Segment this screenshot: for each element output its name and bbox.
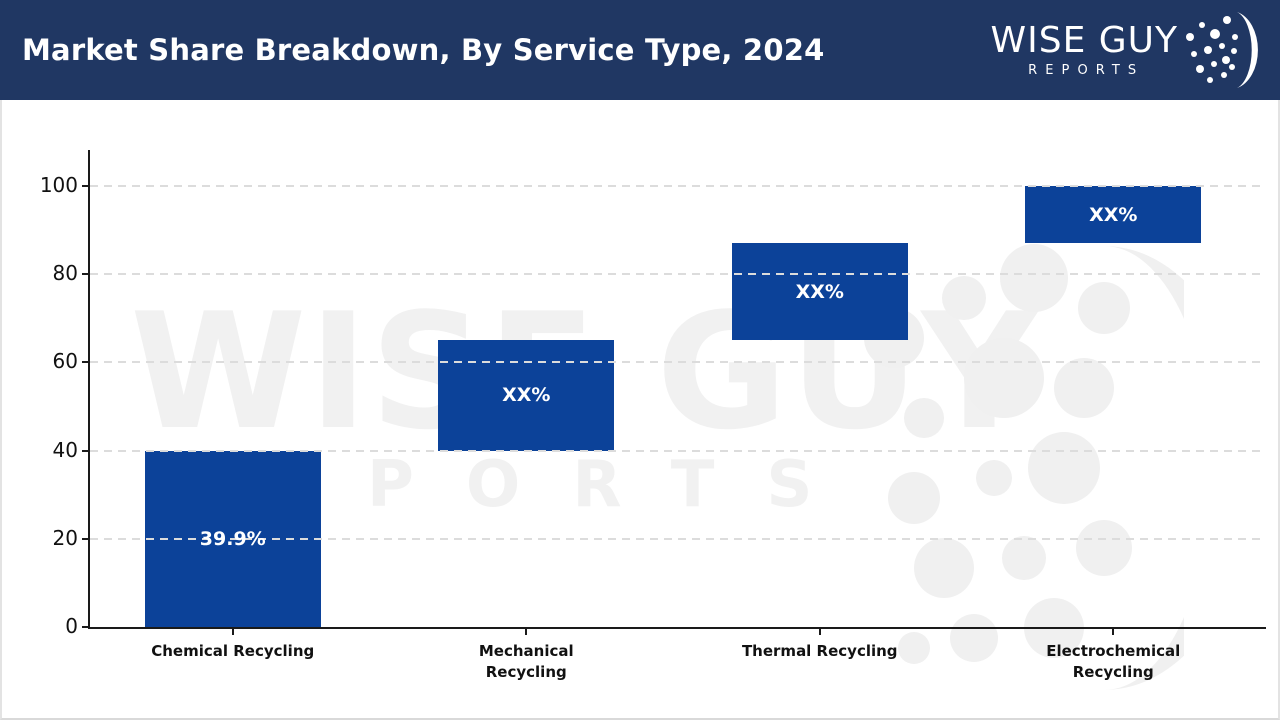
bar-4 [1025,186,1202,244]
y-tick-0 [82,626,90,628]
gridline-60 [90,361,1264,364]
x-category-label-3: Thermal Recycling [741,642,898,660]
logo-name: WISE GUY [990,19,1178,61]
gridline-80 [90,273,1264,276]
x-category-label-4: Electrochemical Recycling [1046,642,1181,681]
x-category-label-1: Chemical Recycling [151,642,315,660]
bar-3 [731,243,908,341]
gridline-100 [90,185,1264,187]
x-tick-3 [818,627,821,635]
y-tick-label-40: 40 [52,437,78,462]
y-tick-60 [82,361,90,364]
gridline-20 [90,537,1264,540]
header-bar: Market Share Breakdown, By Service Type,… [0,0,1280,100]
x-category-label-2: Mechanical Recycling [478,642,574,681]
x-axis [88,627,1266,629]
chart-area: WISE GUY REPORTS 0 20 40 60 80 100 39.9% Chemic… [0,100,1280,720]
y-tick-label-100: 100 [39,173,78,197]
y-tick-label-20: 20 [52,525,78,550]
logo-text: WISE GUY REPORTS [990,19,1179,78]
gridline-40 [90,449,1264,452]
wise-guy-logo: WISE GUY REPORTS [991,7,1259,93]
y-axis [88,150,90,629]
y-tick-label-60: 60 [52,349,78,374]
watermark-face-icon [864,244,1184,690]
logo-subtitle: REPORTS [1028,62,1145,78]
page-title: Market Share Breakdown, By Service Type,… [22,33,825,67]
logo-face-icon [1186,12,1258,88]
y-tick-20 [82,537,90,540]
y-tick-label-0: 0 [65,614,78,638]
bar-2 [438,340,615,451]
y-tick-100 [82,185,90,187]
x-tick-2 [525,627,528,635]
y-tick-80 [82,273,90,276]
y-tick-40 [82,449,90,452]
x-tick-1 [231,627,234,635]
y-tick-label-80: 80 [52,261,78,286]
x-tick-4 [1112,627,1115,635]
